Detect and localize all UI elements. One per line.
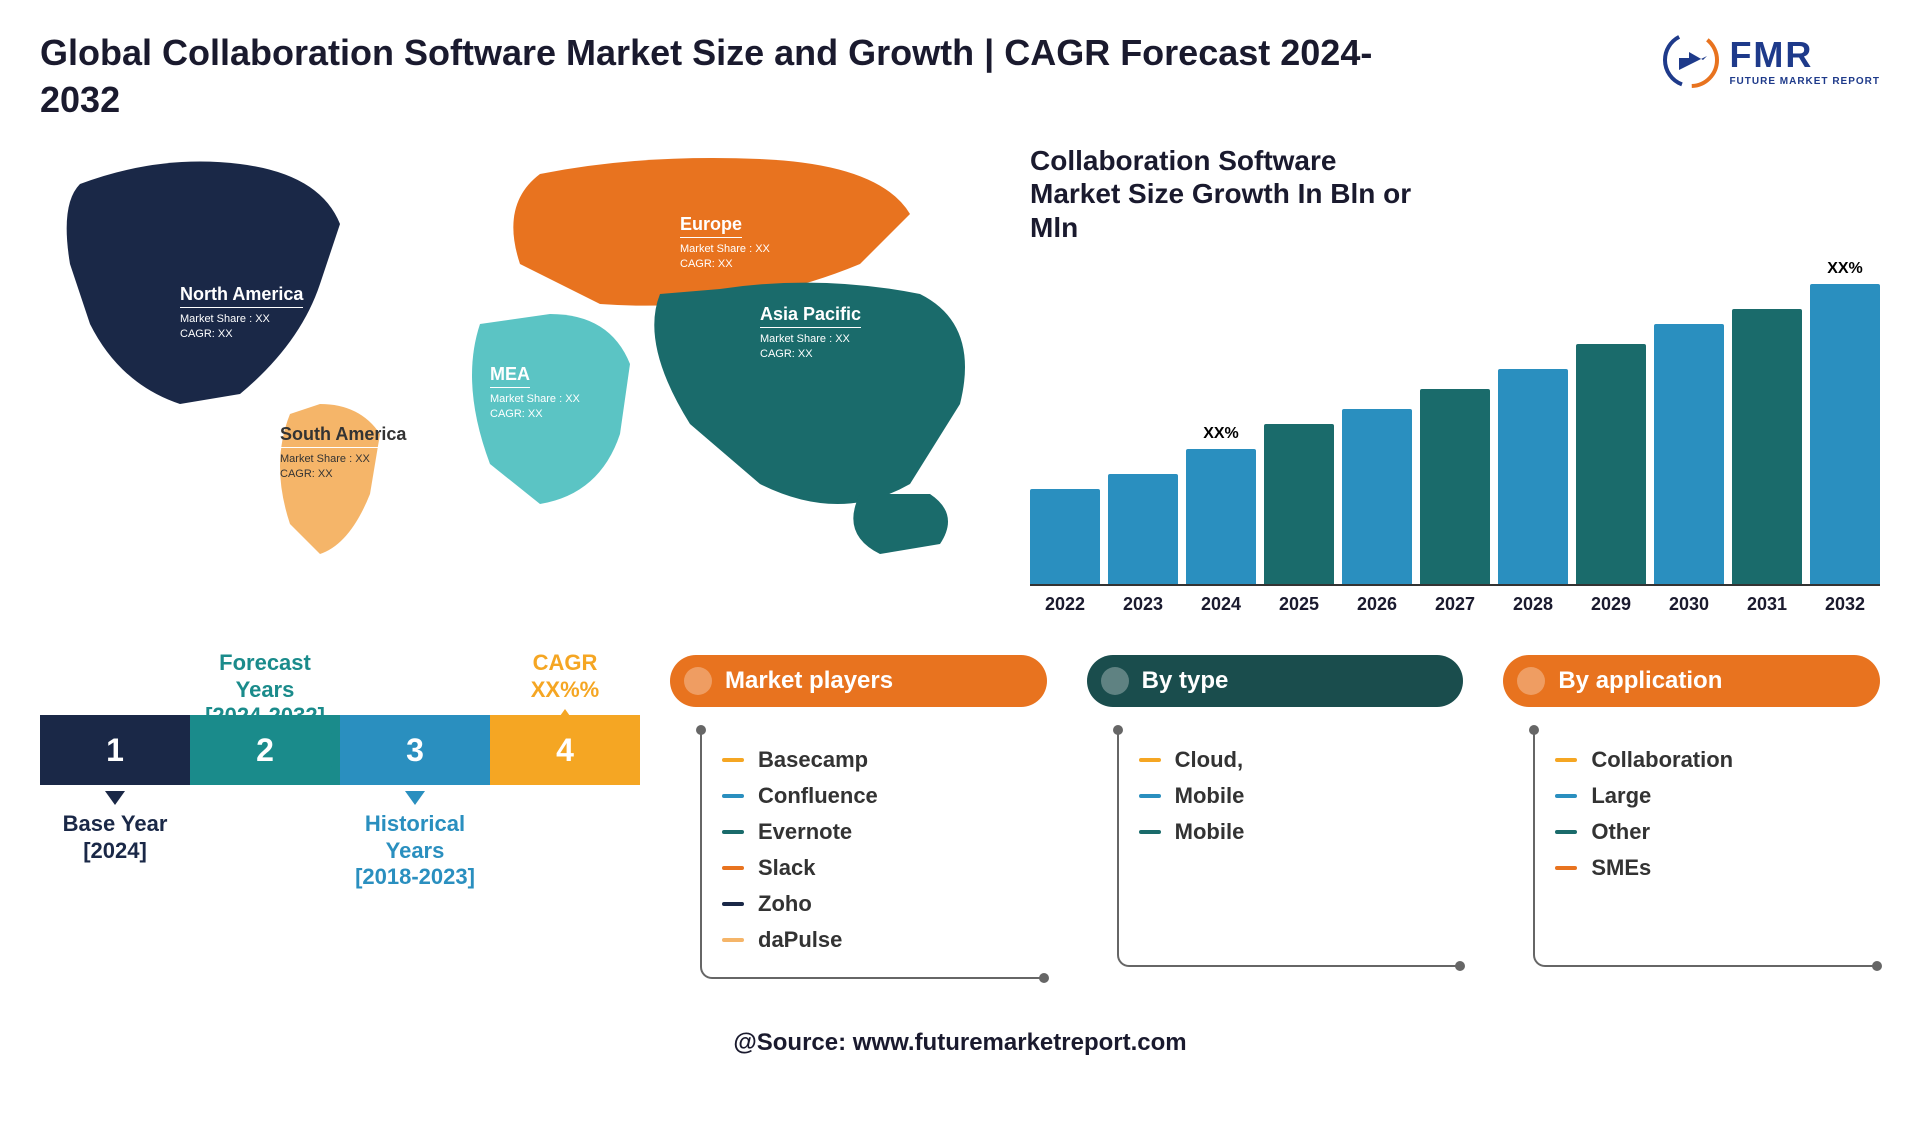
tick-icon [1555, 758, 1577, 762]
region-label-europe: EuropeMarket Share : XXCAGR: XX [680, 214, 770, 273]
year-label: 2032 [1810, 594, 1880, 615]
pill-item: Evernote [722, 819, 1047, 845]
pill-item-text: Large [1591, 783, 1651, 809]
pill-item-text: SMEs [1591, 855, 1651, 881]
year-label: 2025 [1264, 594, 1334, 615]
pill-item-text: Zoho [758, 891, 812, 917]
timeline-seg-2: 2 [190, 715, 340, 785]
region-label-asia-pacific: Asia PacificMarket Share : XXCAGR: XX [760, 304, 861, 363]
tick-icon [722, 794, 744, 798]
timeline-seg-3: 3 [340, 715, 490, 785]
logo-sub-text: FUTURE MARKET REPORT [1729, 76, 1880, 87]
tick-icon [1555, 794, 1577, 798]
year-label: 2024 [1186, 594, 1256, 615]
page-title: Global Collaboration Software Market Siz… [40, 30, 1440, 124]
pill-item-text: Evernote [758, 819, 852, 845]
timeline-seg-1: 1 [40, 715, 190, 785]
pill-item-text: Confluence [758, 783, 878, 809]
logo-icon [1661, 30, 1721, 90]
year-label: 2022 [1030, 594, 1100, 615]
pill-item-text: daPulse [758, 927, 842, 953]
pill-list: Cloud, Mobile Mobile [1117, 727, 1464, 967]
pill-item: Confluence [722, 783, 1047, 809]
bar-2032: XX% [1810, 284, 1880, 584]
timeline-seg-4: 4 [490, 715, 640, 785]
pill-item: Slack [722, 855, 1047, 881]
timeline-label-1: Base Year[2024] [40, 785, 190, 864]
pill-header: Market players [670, 655, 1047, 707]
bar-2025 [1264, 424, 1334, 584]
bar-annotation: XX% [1203, 425, 1239, 445]
bar-2027 [1420, 389, 1490, 584]
pill-item-text: Mobile [1175, 783, 1245, 809]
pill-col-market-players: Market players Basecamp Confluence Evernote… [670, 655, 1047, 979]
bar-2031 [1732, 309, 1802, 584]
bar-2028 [1498, 369, 1568, 584]
tick-icon [722, 938, 744, 942]
bar-2030 [1654, 324, 1724, 584]
tick-icon [722, 902, 744, 906]
timeline: Forecast Years[2024-2032]CAGRXX%% 1234 B… [40, 655, 640, 885]
year-label: 2026 [1342, 594, 1412, 615]
pill-item-text: Mobile [1175, 819, 1245, 845]
pill-list: Basecamp Confluence Evernote Slack Zoho daPul… [700, 727, 1047, 979]
tick-icon [722, 866, 744, 870]
tick-icon [1555, 866, 1577, 870]
logo: FMR FUTURE MARKET REPORT [1661, 30, 1880, 90]
bar-annotation: XX% [1827, 260, 1863, 280]
pill-item: Collaboration [1555, 747, 1880, 773]
tick-icon [722, 758, 744, 762]
pill-item: Other [1555, 819, 1880, 845]
bar-2026 [1342, 409, 1412, 584]
pill-list: Collaboration Large Other SMEs [1533, 727, 1880, 967]
pill-item: daPulse [722, 927, 1047, 953]
year-label: 2029 [1576, 594, 1646, 615]
bar-chart: Collaboration Software Market Size Growt… [1030, 144, 1880, 616]
region-label-north-america: North AmericaMarket Share : XXCAGR: XX [180, 284, 303, 343]
bar-2023 [1108, 474, 1178, 584]
pill-header: By type [1087, 655, 1464, 707]
year-label: 2027 [1420, 594, 1490, 615]
bar-2022 [1030, 489, 1100, 584]
pill-item: Cloud, [1139, 747, 1464, 773]
tick-icon [1555, 830, 1577, 834]
pill-item: Basecamp [722, 747, 1047, 773]
pill-item: Mobile [1139, 819, 1464, 845]
tick-icon [1139, 830, 1161, 834]
pill-item-text: Cloud, [1175, 747, 1243, 773]
world-map: North AmericaMarket Share : XXCAGR: XX So… [40, 144, 1000, 564]
tick-icon [722, 830, 744, 834]
tick-icon [1139, 758, 1161, 762]
bar-2024: XX% [1186, 449, 1256, 584]
bar-2029 [1576, 344, 1646, 584]
tick-icon [1139, 794, 1161, 798]
logo-main-text: FMR [1729, 34, 1880, 76]
pill-item-text: Collaboration [1591, 747, 1733, 773]
pill-item-text: Slack [758, 855, 816, 881]
pill-item-text: Basecamp [758, 747, 868, 773]
pill-col-by-application: By application Collaboration Large Other SME… [1503, 655, 1880, 979]
pill-col-by-type: By type Cloud, Mobile Mobile [1087, 655, 1464, 979]
chart-title: Collaboration Software Market Size Growt… [1030, 144, 1430, 245]
year-label: 2030 [1654, 594, 1724, 615]
pill-item: Zoho [722, 891, 1047, 917]
pill-item: Mobile [1139, 783, 1464, 809]
year-label: 2023 [1108, 594, 1178, 615]
region-label-south-america: South AmericaMarket Share : XXCAGR: XX [280, 424, 406, 483]
year-label: 2028 [1498, 594, 1568, 615]
pill-item-text: Other [1591, 819, 1650, 845]
timeline-label-3: Historical Years[2018-2023] [340, 785, 490, 890]
pill-item: Large [1555, 783, 1880, 809]
pill-item: SMEs [1555, 855, 1880, 881]
region-label-mea: MEAMarket Share : XXCAGR: XX [490, 364, 580, 423]
pill-header: By application [1503, 655, 1880, 707]
year-label: 2031 [1732, 594, 1802, 615]
source-text: @Source: www.futuremarketreport.com [40, 1029, 1880, 1057]
